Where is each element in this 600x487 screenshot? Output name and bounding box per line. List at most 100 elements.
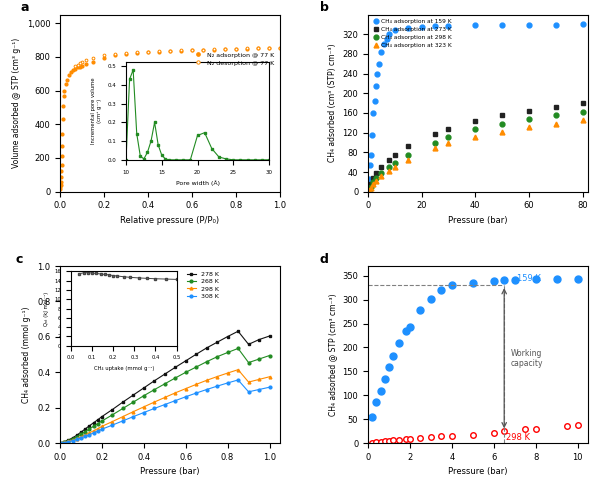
CH₄ adsorption at 159 K — [367, 162, 374, 168]
Text: Working
capacity: Working capacity — [511, 349, 543, 368]
N₂ desorption @ 77 K — [188, 47, 196, 53]
CH₄ adsorption at 273 K — [404, 144, 412, 150]
CH₄ adsorption at 323 K — [431, 146, 439, 151]
278 K — [69, 435, 76, 441]
268 K — [82, 429, 89, 434]
278 K — [61, 439, 68, 445]
308 K — [94, 428, 101, 434]
278 K — [94, 417, 101, 423]
CH₄ adsorption at 323 K — [445, 141, 452, 147]
278 K — [119, 399, 127, 405]
CH₄ adsorption at 159 K — [386, 31, 393, 37]
N₂ adsorption @ 77 K — [221, 46, 229, 52]
308 K — [130, 413, 137, 419]
CH₄ adsorption at 298 K — [526, 116, 533, 122]
CH₄ adsorption at 159 K — [404, 25, 412, 31]
Line: CH₄ adsorption at 159 K: CH₄ adsorption at 159 K — [366, 22, 585, 193]
278 K — [256, 337, 263, 342]
CH₄ adsorption at 323 K — [367, 185, 374, 191]
N₂ desorption @ 77 K — [112, 51, 119, 56]
CH₄ adsorption at 273 K — [431, 131, 439, 136]
298 K — [172, 390, 179, 396]
308 K — [193, 390, 200, 396]
N₂ adsorption @ 77 K — [112, 53, 119, 58]
Text: c: c — [16, 253, 23, 265]
278 K — [65, 437, 72, 443]
278 K — [73, 432, 80, 438]
N₂ adsorption @ 77 K — [61, 93, 68, 98]
N₂ desorption @ 77 K — [145, 49, 152, 55]
CH₄ adsorption at 298 K — [472, 126, 479, 131]
N₂ adsorption @ 77 K — [59, 116, 66, 122]
N₂ adsorption @ 77 K — [265, 45, 272, 51]
CH₄ adsorption at 273 K — [499, 112, 506, 118]
CH₄ adsorption at 323 K — [386, 168, 393, 174]
CH₄ adsorption at 273 K — [386, 157, 393, 163]
308 K — [61, 440, 68, 446]
CH₄ adsorption at 159 K — [368, 132, 376, 138]
CH₄ adsorption at 298 K — [366, 187, 373, 192]
268 K — [203, 359, 210, 365]
N₂ adsorption @ 77 K — [76, 64, 83, 70]
N₂ adsorption @ 77 K — [199, 47, 206, 53]
298 K — [245, 379, 252, 385]
CH₄ adsorption at 159 K — [391, 27, 398, 33]
N₂ adsorption @ 77 K — [58, 162, 65, 168]
N₂ desorption @ 77 K — [166, 48, 173, 54]
268 K — [256, 356, 263, 362]
298 K — [151, 399, 158, 405]
CH₄ adsorption at 159 K — [373, 83, 380, 89]
CH₄ adsorption at 159 K — [374, 71, 381, 76]
278 K — [151, 378, 158, 384]
298 K — [94, 426, 101, 431]
CH₄ adsorption at 273 K — [579, 100, 586, 106]
308 K — [266, 384, 273, 390]
298 K — [65, 438, 72, 444]
N₂ desorption @ 77 K — [83, 57, 90, 63]
CH₄ adsorption at 323 K — [366, 187, 373, 193]
Line: CH₄ adsorption at 298 K: CH₄ adsorption at 298 K — [366, 110, 585, 193]
308 K — [73, 436, 80, 442]
Line: 278 K: 278 K — [59, 330, 271, 445]
Line: 268 K: 268 K — [59, 347, 271, 445]
268 K — [73, 434, 80, 440]
CH₄ adsorption at 159 K — [380, 41, 388, 47]
CH₄ adsorption at 323 K — [370, 181, 377, 187]
298 K — [140, 404, 148, 410]
298 K — [214, 374, 221, 379]
CH₄ adsorption at 323 K — [404, 157, 412, 163]
N₂ adsorption @ 77 K — [89, 59, 97, 65]
268 K — [61, 439, 68, 445]
N₂ adsorption @ 77 K — [133, 50, 140, 56]
N₂ adsorption @ 77 K — [65, 73, 73, 78]
N₂ adsorption @ 77 K — [63, 77, 70, 83]
N₂ desorption @ 77 K — [265, 45, 272, 51]
298 K — [119, 413, 127, 419]
Line: CH₄ adsorption at 273 K: CH₄ adsorption at 273 K — [366, 101, 585, 193]
X-axis label: Relative pressure (P/P₀): Relative pressure (P/P₀) — [121, 216, 220, 225]
268 K — [109, 412, 116, 418]
N₂ adsorption @ 77 K — [166, 48, 173, 54]
268 K — [151, 387, 158, 393]
CH₄ adsorption at 298 K — [391, 160, 398, 166]
268 K — [235, 345, 242, 351]
278 K — [140, 385, 148, 391]
308 K — [90, 430, 97, 436]
CH₄ adsorption at 298 K — [499, 121, 506, 127]
N₂ adsorption @ 77 K — [61, 88, 68, 94]
278 K — [214, 339, 221, 345]
278 K — [161, 371, 169, 377]
268 K — [130, 399, 137, 405]
278 K — [130, 392, 137, 398]
268 K — [69, 436, 76, 442]
CH₄ adsorption at 159 K — [378, 49, 385, 55]
298 K — [86, 430, 93, 436]
308 K — [140, 410, 148, 415]
CH₄ adsorption at 273 K — [552, 104, 559, 110]
CH₄ adsorption at 273 K — [365, 187, 372, 193]
298 K — [256, 376, 263, 382]
268 K — [172, 375, 179, 381]
CH₄ adsorption at 323 K — [499, 129, 506, 134]
Y-axis label: CH₄ adsorbed (cm³ (STP) cm⁻³): CH₄ adsorbed (cm³ (STP) cm⁻³) — [328, 44, 337, 163]
CH₄ adsorption at 323 K — [391, 164, 398, 170]
